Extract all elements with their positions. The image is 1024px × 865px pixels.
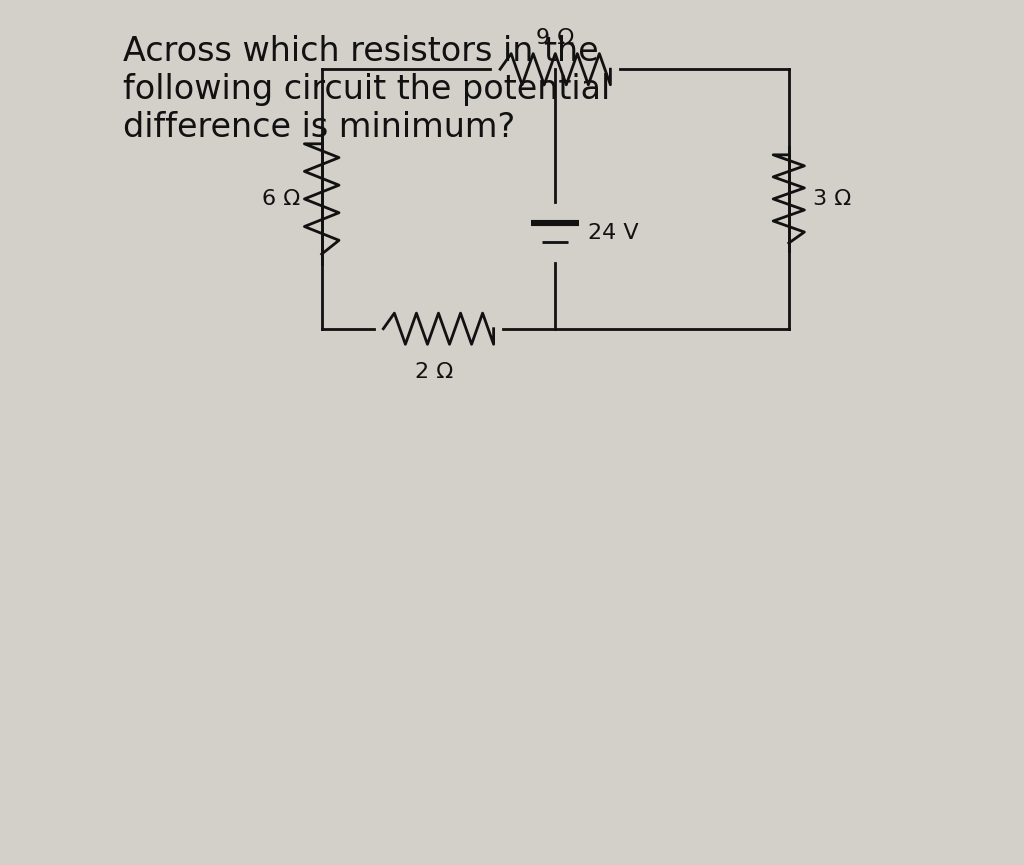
Text: 24 V: 24 V: [588, 222, 639, 243]
Text: 9 Ω: 9 Ω: [537, 28, 574, 48]
Text: Across which resistors in the
following circuit the potential
difference is mini: Across which resistors in the following …: [123, 35, 610, 144]
Text: 2 Ω: 2 Ω: [415, 362, 454, 381]
Text: 6 Ω: 6 Ω: [262, 189, 300, 209]
Text: 3 Ω: 3 Ω: [813, 189, 851, 209]
